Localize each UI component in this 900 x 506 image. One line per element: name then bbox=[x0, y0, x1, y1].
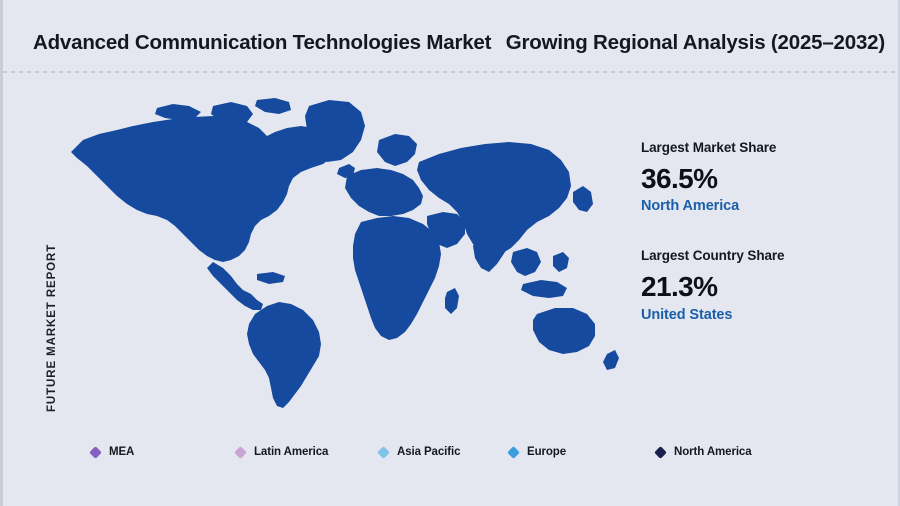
landmass-new-zealand bbox=[603, 350, 619, 370]
landmass-africa bbox=[353, 216, 441, 340]
page-title-secondary: Growing Regional Analysis (2025–2032) bbox=[505, 31, 885, 54]
legend-label: MEA bbox=[109, 446, 135, 458]
legend-swatch-icon bbox=[89, 445, 102, 459]
landmass-philippines bbox=[553, 252, 569, 272]
landmass-europe bbox=[345, 168, 423, 216]
stat-region: North America bbox=[641, 198, 740, 215]
page-title: Advanced Communication Technologies Mark… bbox=[3, 26, 898, 72]
landmass-north-america bbox=[71, 116, 333, 262]
map-landmasses bbox=[71, 98, 619, 408]
stat-largest-country-share: Largest Country Share 21.3% United State… bbox=[641, 248, 881, 322]
stat-largest-market-share: Largest Market Share 36.5% North America bbox=[641, 140, 881, 214]
legend-swatch-icon bbox=[654, 445, 667, 459]
stat-value: 21.3% bbox=[641, 271, 718, 303]
landmass-southeast-asia bbox=[511, 248, 541, 276]
landmass-middle-east bbox=[427, 212, 465, 248]
legend-label: Latin America bbox=[254, 446, 329, 458]
brand-watermark: FUTURE MARKET REPORT bbox=[29, 232, 58, 412]
stat-label: Largest Country Share bbox=[641, 248, 785, 264]
legend-label: North America bbox=[674, 446, 752, 458]
legend-swatch-icon bbox=[377, 445, 390, 459]
legend-swatch-icon bbox=[507, 445, 520, 459]
legend-swatch-icon bbox=[234, 445, 247, 459]
landmass-central-america bbox=[207, 262, 263, 310]
stats-panel: Largest Market Share 36.5% North America… bbox=[641, 140, 881, 357]
landmass-japan bbox=[573, 186, 593, 212]
stat-label: Largest Market Share bbox=[641, 140, 777, 155]
landmass-british-isles bbox=[337, 164, 355, 178]
legend-item-asia-pacific[interactable]: Asia Pacific bbox=[377, 445, 461, 459]
stat-value: 36.5% bbox=[641, 163, 718, 194]
landmass-baffin bbox=[211, 102, 253, 124]
landmass-indonesia bbox=[521, 280, 567, 298]
landmass-india bbox=[473, 226, 509, 272]
brand-watermark-label: FUTURE MARKET REPORT bbox=[46, 243, 58, 412]
title-divider bbox=[3, 71, 898, 73]
legend-item-mea[interactable]: MEA bbox=[89, 445, 135, 459]
landmass-arctic-islands bbox=[155, 104, 201, 120]
legend-item-north-america[interactable]: North America bbox=[654, 445, 752, 459]
landmass-ellesmere bbox=[255, 98, 291, 114]
landmass-greenland bbox=[305, 100, 365, 162]
landmass-scandinavia bbox=[377, 134, 417, 166]
stat-region: United States bbox=[641, 306, 733, 323]
page-title-primary: Advanced Communication Technologies Mark… bbox=[33, 31, 492, 54]
world-map-svg bbox=[71, 98, 619, 408]
landmass-madagascar bbox=[445, 288, 459, 314]
landmass-australia bbox=[533, 308, 595, 354]
legend-item-latin-america[interactable]: Latin America bbox=[234, 445, 329, 459]
landmass-asia bbox=[417, 142, 571, 256]
landmass-caribbean bbox=[257, 272, 285, 284]
world-map bbox=[61, 92, 621, 412]
legend-label: Europe bbox=[527, 446, 567, 458]
legend-label: Asia Pacific bbox=[397, 446, 461, 458]
legend-item-europe[interactable]: Europe bbox=[507, 445, 567, 459]
landmass-south-america bbox=[247, 302, 321, 408]
map-legend: MEA Latin America Asia Pacific Europe No… bbox=[89, 445, 791, 470]
